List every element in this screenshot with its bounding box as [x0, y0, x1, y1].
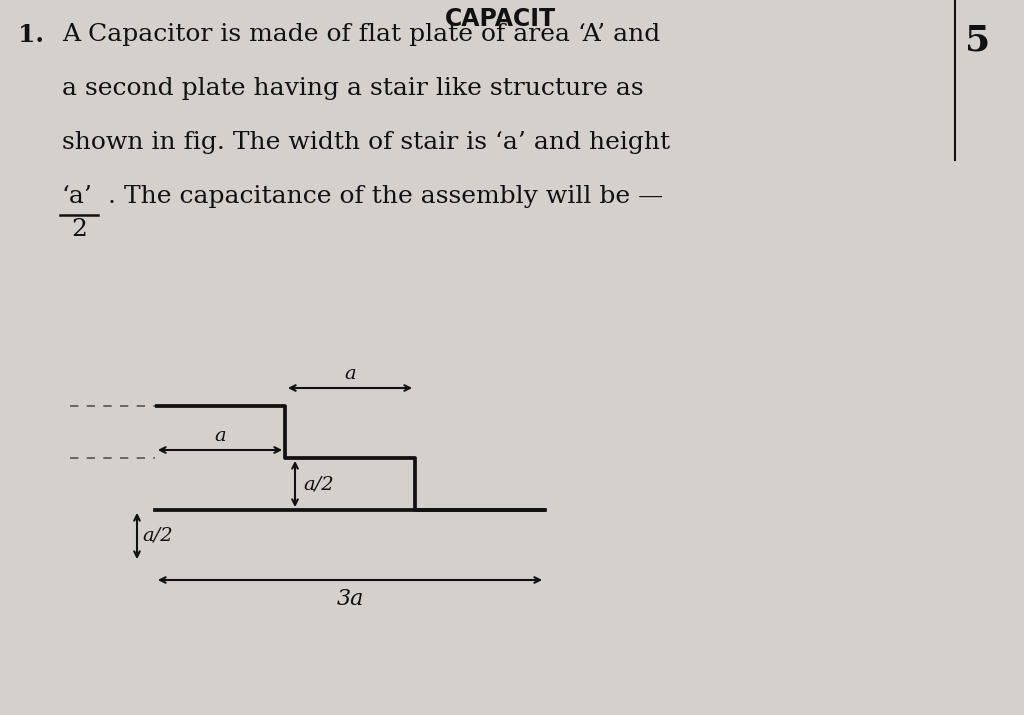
Text: CAPACIT: CAPACIT: [444, 7, 556, 31]
Text: 5: 5: [966, 23, 990, 57]
Text: A Capacitor is made of flat plate of area ‘A’ and: A Capacitor is made of flat plate of are…: [62, 23, 660, 46]
Text: 1.: 1.: [18, 23, 44, 47]
Text: a: a: [344, 365, 355, 383]
Text: a/2: a/2: [142, 527, 173, 545]
Text: shown in fig. The width of stair is ‘a’ and height: shown in fig. The width of stair is ‘a’ …: [62, 131, 670, 154]
Text: 2: 2: [71, 218, 87, 241]
Text: ‘a’: ‘a’: [62, 185, 93, 208]
Text: a: a: [214, 427, 226, 445]
Text: 3a: 3a: [336, 588, 364, 610]
Text: a/2: a/2: [303, 475, 334, 493]
Text: . The capacitance of the assembly will be —: . The capacitance of the assembly will b…: [108, 185, 664, 208]
Text: a second plate having a stair like structure as: a second plate having a stair like struc…: [62, 77, 644, 100]
